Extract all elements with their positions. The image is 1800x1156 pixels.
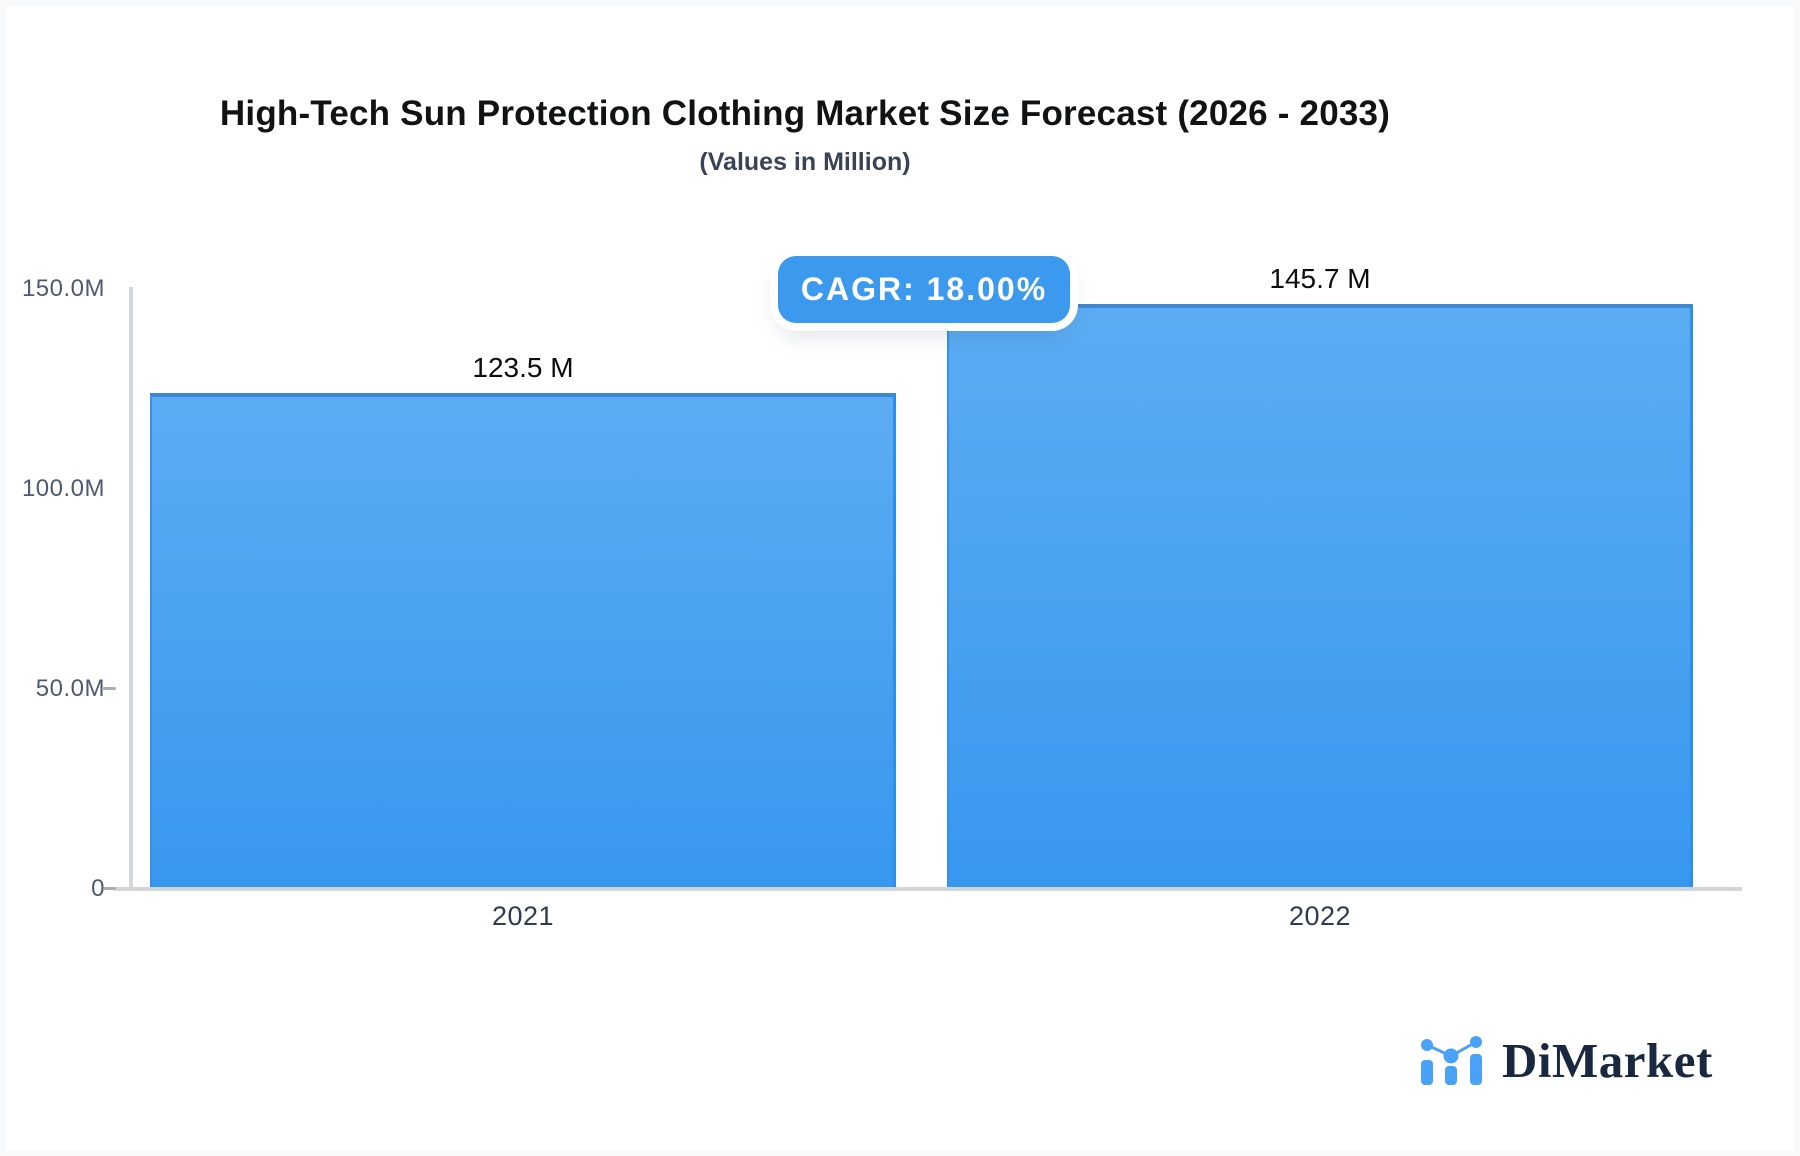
cagr-badge: CAGR: 18.00%: [778, 256, 1070, 323]
bar-2022[interactable]: [947, 304, 1693, 887]
cagr-badge-label: CAGR: 18.00%: [800, 271, 1048, 307]
y-axis-tick-mark: [103, 687, 116, 690]
bar-2021[interactable]: [150, 393, 896, 887]
chart-title: High-Tech Sun Protection Clothing Market…: [219, 94, 1391, 133]
x-axis-label: 2021: [491, 901, 555, 931]
x-axis-line: [115, 887, 1742, 891]
chart-header: High-Tech Sun Protection Clothing Market…: [0, 94, 1610, 177]
y-axis-tick-label: 150.0M: [21, 275, 105, 302]
dimarket-logo: DiMarket: [1420, 1033, 1713, 1085]
bar-value-label: 123.5 M: [472, 352, 574, 383]
y-axis-tick-label: 0: [91, 875, 105, 902]
logo-text: DiMarket: [1502, 1033, 1713, 1088]
x-axis-label: 2022: [1288, 901, 1352, 931]
y-axis-tick-mark: [103, 887, 116, 890]
mini-bar-chart-icon: [1421, 1036, 1482, 1085]
chart-subtitle: (Values in Million): [699, 148, 911, 176]
y-axis-line: [129, 287, 133, 891]
bar-value-label: 145.7 M: [1269, 263, 1371, 295]
y-axis-tick-label: 50.0M: [35, 675, 105, 702]
y-axis-tick-label: 100.0M: [21, 475, 105, 502]
